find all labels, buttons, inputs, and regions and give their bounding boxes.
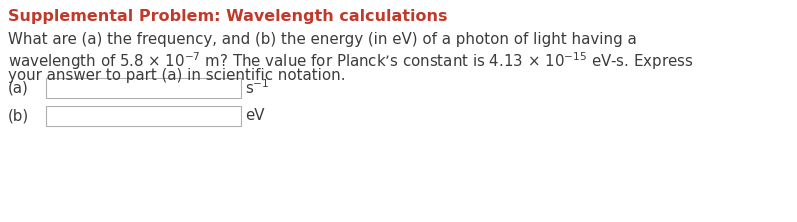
- Text: eV: eV: [245, 109, 265, 123]
- Text: s$^{-1}$: s$^{-1}$: [245, 79, 269, 97]
- Text: (b): (b): [8, 109, 29, 123]
- Text: Supplemental Problem: Wavelength calculations: Supplemental Problem: Wavelength calcula…: [8, 9, 447, 24]
- Text: What are (a) the frequency, and (b) the energy (in eV) of a photon of light havi: What are (a) the frequency, and (b) the …: [8, 32, 637, 47]
- FancyBboxPatch shape: [46, 78, 241, 98]
- FancyBboxPatch shape: [46, 106, 241, 126]
- Text: your answer to part (a) in scientific notation.: your answer to part (a) in scientific no…: [8, 68, 346, 83]
- Text: wavelength of 5.8 × 10$^{-7}$ m? The value for Planck’s constant is 4.13 × 10$^{: wavelength of 5.8 × 10$^{-7}$ m? The val…: [8, 50, 693, 72]
- Text: (a): (a): [8, 81, 29, 95]
